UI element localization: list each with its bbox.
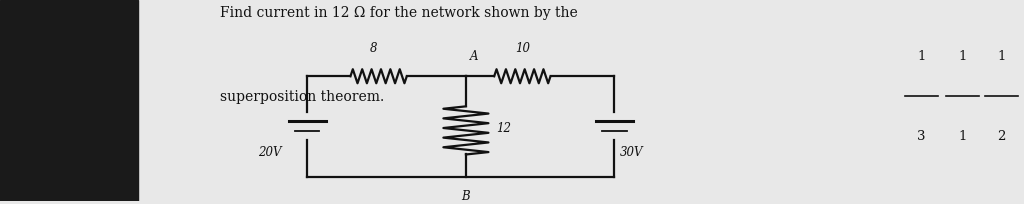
Text: 8: 8 — [370, 42, 377, 55]
Text: 1: 1 — [918, 50, 926, 63]
Text: B: B — [462, 190, 470, 203]
Text: 20V: 20V — [258, 146, 282, 159]
Text: 1: 1 — [958, 130, 967, 143]
Bar — [0, 0, 138, 201]
Text: 30V: 30V — [620, 146, 643, 159]
Text: 10: 10 — [515, 42, 529, 55]
Text: 12: 12 — [497, 122, 512, 135]
Text: superposition theorem.: superposition theorem. — [220, 90, 384, 104]
Text: A: A — [470, 50, 478, 63]
Text: 1: 1 — [958, 50, 967, 63]
Text: Find current in 12 Ω for the network shown by the: Find current in 12 Ω for the network sho… — [220, 6, 578, 20]
Text: 2: 2 — [997, 130, 1006, 143]
Text: 1: 1 — [997, 50, 1006, 63]
Text: 3: 3 — [918, 130, 926, 143]
